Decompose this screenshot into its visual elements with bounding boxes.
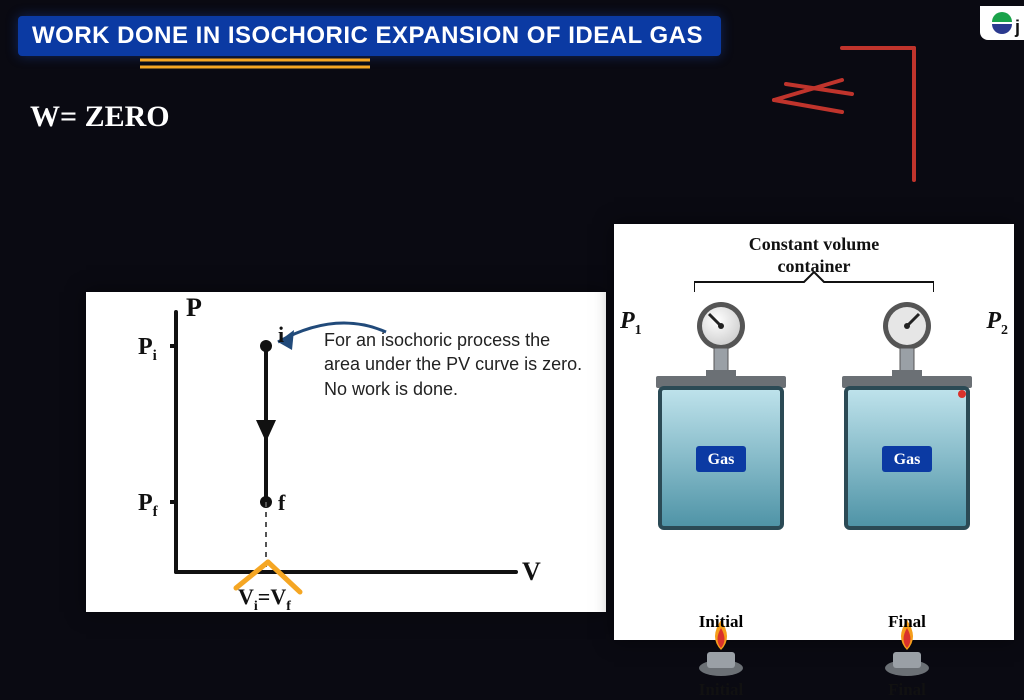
equation-w-zero: W= ZERO [30,100,170,134]
cv-title-line1: Constant volume [749,234,880,254]
title-isochoric: ISOCHORIC [228,22,369,50]
corner-badge: j [980,6,1024,40]
title-post: EXPANSION OF IDEAL GAS [368,22,703,49]
svg-text:Gas: Gas [708,451,735,468]
corner-badge-letter: j [1015,17,1020,38]
cv-title: Constant volume container [614,234,1014,277]
svg-text:Pf: Pf [138,490,159,520]
title-banner: WORK DONE IN ISOCHORIC EXPANSION OF IDEA… [18,16,721,56]
svg-text:Gas: Gas [894,451,921,468]
pv-y-axis-label: P [186,293,202,322]
svg-text:Vi=Vf: Vi=Vf [238,584,291,612]
cv-title-line2: container [778,256,851,276]
pv-diagram-panel: P V Pi Pf i f Vi=Vf For an isochoric pro… [86,292,606,612]
double-underline [140,58,370,70]
svg-text:Pi: Pi [138,334,157,364]
svg-text:i: i [278,322,284,347]
container-initial: Gas Initial [636,298,806,553]
container-final: Gas Final [822,298,992,553]
final-label-text: Final [822,612,992,632]
constant-volume-panel: Constant volume container P1 P2 [614,224,1014,640]
svg-text:f: f [278,490,286,515]
pv-caption: For an isochoric process the area under … [324,328,584,401]
pv-x-axis-label: V [522,557,541,586]
initial-label-text: Initial [636,612,806,632]
title-pre: WORK DONE IN [32,22,228,49]
red-annotation-sketch [764,40,944,200]
